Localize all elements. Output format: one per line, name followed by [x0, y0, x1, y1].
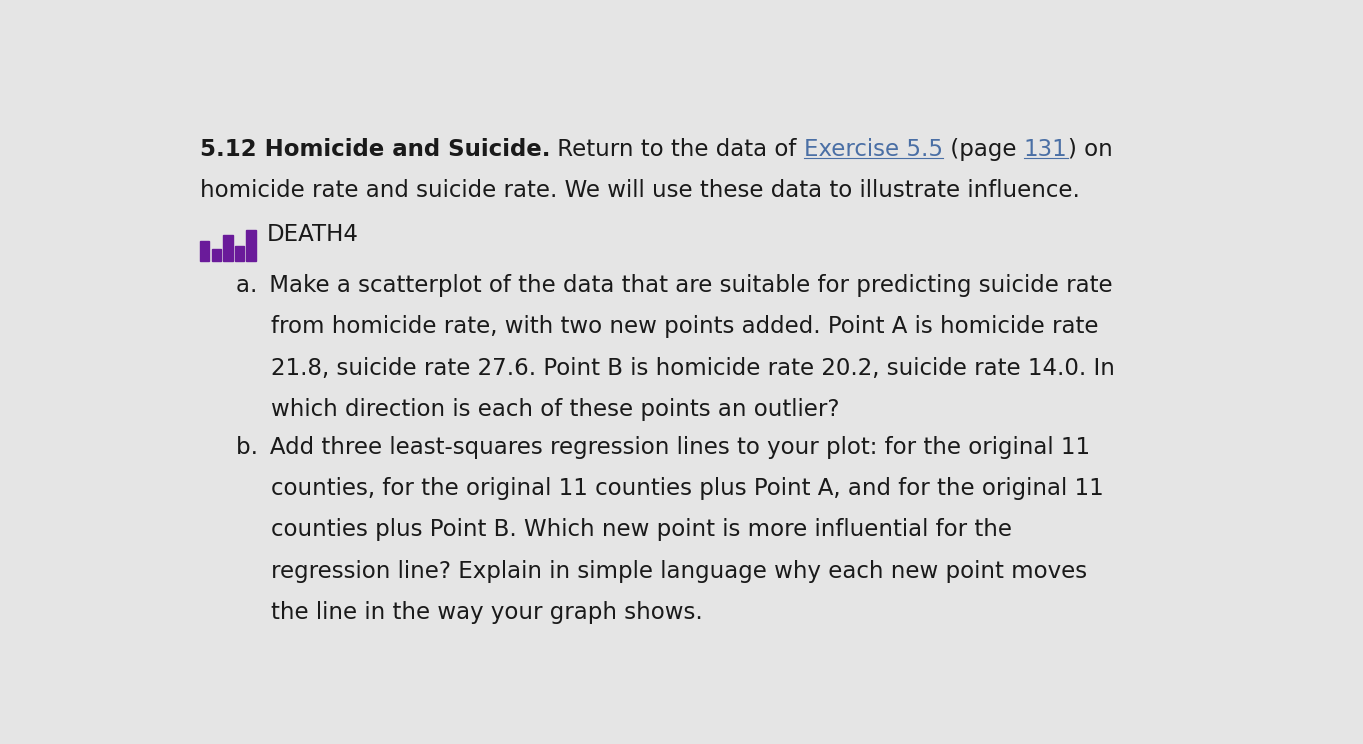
Text: ) on: ) on: [1067, 138, 1112, 161]
Text: homicide rate and suicide rate. We will use these data to illustrate influence.: homicide rate and suicide rate. We will …: [200, 179, 1079, 202]
Bar: [224, 235, 233, 261]
Text: DEATH4: DEATH4: [267, 223, 358, 246]
Text: the line in the way your graph shows.: the line in the way your graph shows.: [271, 600, 702, 623]
Bar: [211, 249, 221, 261]
Text: counties, for the original 11 counties plus Point A, and for the original 11: counties, for the original 11 counties p…: [271, 477, 1104, 500]
Text: (page: (page: [943, 138, 1024, 161]
Bar: [200, 241, 210, 261]
Bar: [234, 246, 244, 261]
Bar: [247, 230, 256, 261]
Text: Return to the data of: Return to the data of: [551, 138, 804, 161]
Text: 131: 131: [1024, 138, 1067, 161]
Text: 5.12 Homicide and Suicide.: 5.12 Homicide and Suicide.: [200, 138, 551, 161]
Text: which direction is each of these points an outlier?: which direction is each of these points …: [271, 398, 840, 421]
Text: counties plus Point B. Which new point is more influential for the: counties plus Point B. Which new point i…: [271, 519, 1011, 542]
Text: 21.8, suicide rate 27.6. Point B is homicide rate 20.2, suicide rate 14.0. In: 21.8, suicide rate 27.6. Point B is homi…: [271, 356, 1115, 379]
Text: from homicide rate, with two new points added. Point A is homicide rate: from homicide rate, with two new points …: [271, 315, 1099, 339]
Text: a.  Make a scatterplot of the data that are suitable for predicting suicide rate: a. Make a scatterplot of the data that a…: [236, 274, 1112, 297]
Text: Exercise 5.5: Exercise 5.5: [804, 138, 943, 161]
Text: regression line? Explain in simple language why each new point moves: regression line? Explain in simple langu…: [271, 559, 1086, 583]
Text: b.  Add three least-squares regression lines to your plot: for the original 11: b. Add three least-squares regression li…: [236, 436, 1090, 459]
